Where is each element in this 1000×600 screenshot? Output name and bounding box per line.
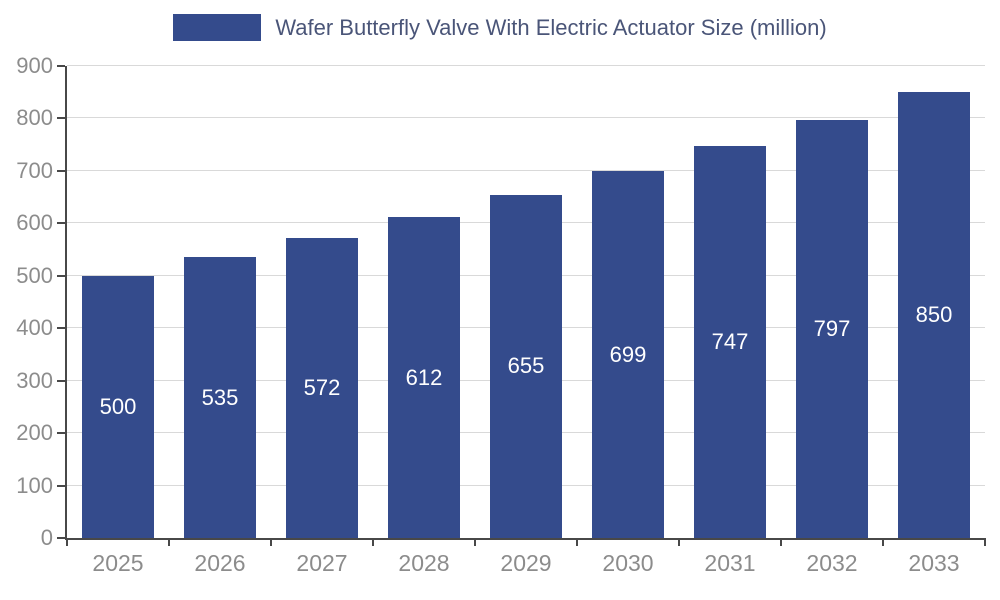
y-axis-label: 500 [16, 262, 53, 288]
y-axis-tick [57, 117, 65, 120]
y-axis-tick [57, 537, 65, 539]
bar-2026: 535 [184, 257, 256, 538]
bar-2028: 612 [388, 217, 460, 538]
y-axis-label: 900 [16, 53, 53, 78]
bar-value-label: 612 [405, 364, 443, 390]
bar-value-label: 797 [813, 316, 851, 342]
bar-2027: 572 [286, 238, 358, 538]
bar-slot: 612 [373, 66, 475, 538]
x-axis-label: 2026 [194, 550, 246, 576]
y-axis-label: 400 [16, 315, 53, 341]
x-axis-labels: 2025 2026 2027 2028 2029 2030 2031 2032 2033 [67, 550, 985, 577]
bar-series: 500 535 572 612 655 699 747 797 850 [67, 66, 985, 538]
bar-value-label: 535 [201, 384, 239, 410]
bar-value-label: 699 [609, 341, 647, 367]
gridline [67, 65, 985, 66]
bar-slot: 655 [475, 66, 577, 538]
bar-2032: 797 [796, 120, 868, 538]
x-axis-label: 2027 [296, 550, 348, 576]
bar-2025: 500 [82, 275, 154, 538]
bar-value-label: 572 [303, 375, 341, 401]
x-axis-tick [66, 538, 68, 546]
x-axis-label: 2033 [908, 550, 960, 576]
bar-slot: 535 [169, 66, 271, 538]
bar-slot: 699 [577, 66, 679, 538]
bar-slot: 500 [67, 66, 169, 538]
x-axis-ticks [66, 538, 986, 546]
gridline [67, 117, 985, 119]
bar-2031: 747 [694, 146, 766, 538]
legend: Wafer Butterfly Valve With Electric Actu… [0, 14, 1000, 41]
bar-slot: 797 [781, 66, 883, 538]
x-axis-tick [984, 538, 986, 546]
bar-value-label: 850 [915, 302, 953, 328]
y-axis-label: 100 [16, 472, 53, 498]
x-axis-tick [576, 538, 578, 546]
bar-2033: 850 [898, 92, 970, 538]
legend-label: Wafer Butterfly Valve With Electric Actu… [275, 14, 827, 40]
x-axis-tick [882, 538, 884, 546]
x-axis-tick [168, 538, 170, 546]
x-axis-label: 2030 [602, 550, 654, 576]
y-axis-tick [57, 65, 65, 67]
plot-area: 0 100 200 300 400 500 600 700 800 900 500 535 572 61… [16, 53, 986, 576]
x-axis-label: 2029 [500, 550, 552, 576]
y-axis-label: 0 [40, 525, 53, 550]
y-axis-tick [57, 327, 65, 330]
y-axis-label: 700 [16, 157, 53, 183]
y-axis-tick [57, 432, 65, 435]
x-axis-tick [677, 538, 680, 546]
bar-value-label: 747 [711, 329, 749, 355]
x-axis-tick [474, 538, 476, 546]
x-axis-label: 2028 [398, 550, 450, 576]
x-axis-label: 2031 [704, 550, 756, 576]
y-axis-tick [57, 484, 65, 487]
x-axis-tick [780, 538, 782, 546]
x-axis-label: 2025 [92, 550, 144, 576]
x-axis-tick [371, 538, 374, 546]
bar-slot: 850 [883, 66, 985, 538]
y-axis-tick [57, 379, 65, 382]
bar-2030: 699 [592, 171, 664, 538]
bar-value-label: 500 [99, 393, 137, 419]
y-axis-label: 300 [16, 367, 53, 393]
y-axis-tick [57, 274, 65, 277]
bar-2029: 655 [490, 194, 562, 538]
y-axis-label: 600 [16, 210, 53, 236]
y-axis-tick [57, 169, 65, 172]
y-axis-label: 800 [16, 105, 53, 131]
gridline [67, 169, 985, 171]
legend-swatch [173, 14, 262, 41]
y-axis-label: 200 [16, 420, 53, 446]
bar-slot: 572 [271, 66, 373, 538]
bar-slot: 747 [679, 66, 781, 538]
y-axis-tick [57, 222, 65, 225]
x-axis-tick [270, 538, 272, 546]
bar-value-label: 655 [507, 353, 545, 379]
x-axis-label: 2032 [806, 550, 858, 576]
